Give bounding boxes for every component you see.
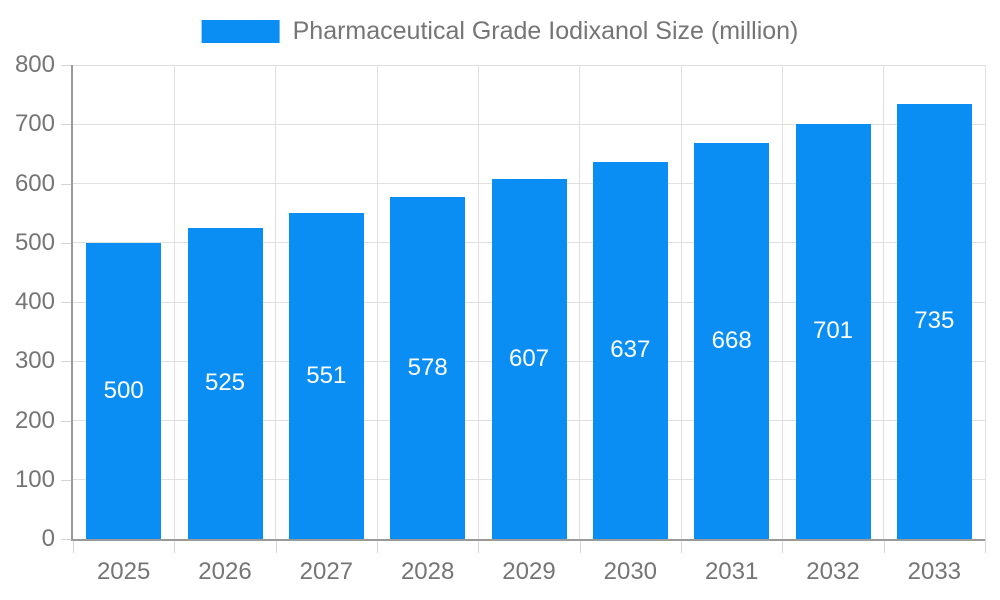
- legend[interactable]: Pharmaceutical Grade Iodixanol Size (mil…: [201, 17, 799, 46]
- y-axis-tick: [61, 302, 73, 303]
- y-tick-label: 200: [14, 406, 55, 434]
- x-axis-tick: [174, 539, 176, 553]
- y-axis-tick: [61, 183, 73, 185]
- y-tick-label: 100: [14, 465, 55, 493]
- gridline-vertical: [781, 65, 783, 539]
- y-tick-label: 300: [14, 347, 55, 375]
- legend-label: Pharmaceutical Grade Iodixanol Size (mil…: [292, 17, 799, 45]
- legend-swatch: [201, 20, 280, 43]
- x-tick-label: 2033: [907, 558, 962, 585]
- gridline-horizontal: [73, 64, 985, 66]
- x-tick-label: 2029: [502, 558, 556, 585]
- bar-value-label: 735: [914, 307, 955, 335]
- x-axis-tick: [883, 539, 885, 553]
- x-tick-label: 2030: [603, 558, 658, 585]
- bar-2025[interactable]: [86, 242, 162, 539]
- x-tick-label: 2031: [704, 558, 759, 585]
- y-axis-tick: [61, 361, 73, 363]
- y-tick-label: 700: [14, 110, 55, 138]
- x-axis-tick: [782, 539, 784, 553]
- bar-value-label: 525: [204, 369, 246, 397]
- bar-2033[interactable]: [896, 103, 972, 539]
- y-tick-label: 500: [14, 228, 55, 256]
- y-axis-line: [71, 65, 73, 541]
- y-axis-tick: [61, 420, 73, 422]
- x-tick-label: 2028: [400, 558, 455, 585]
- y-axis-tick: [61, 65, 73, 66]
- bar-value-label: 551: [306, 361, 347, 389]
- x-axis-tick: [985, 539, 986, 553]
- x-axis-tick: [73, 539, 74, 553]
- bar-2026[interactable]: [187, 227, 263, 539]
- x-axis-tick: [377, 539, 378, 553]
- bar-value-label: 637: [610, 336, 651, 364]
- bar-2028[interactable]: [390, 196, 466, 539]
- y-tick-label: 600: [14, 169, 55, 197]
- bar-2027[interactable]: [288, 212, 364, 539]
- bar-2032[interactable]: [795, 123, 871, 539]
- gridline-vertical: [376, 65, 378, 539]
- gridline-vertical: [883, 65, 885, 539]
- gridline-vertical: [275, 65, 277, 539]
- bar-2031[interactable]: [694, 143, 770, 539]
- y-tick-label: 800: [14, 51, 55, 78]
- gridline-horizontal: [73, 123, 985, 125]
- y-axis-tick: [61, 124, 73, 126]
- y-axis-tick: [61, 539, 73, 540]
- y-axis-tick: [61, 242, 73, 244]
- gridline-vertical: [984, 65, 986, 539]
- bar-2029[interactable]: [491, 179, 567, 539]
- x-tick-label: 2025: [96, 558, 151, 585]
- gridline-vertical: [680, 65, 682, 539]
- bar-2030[interactable]: [592, 161, 668, 539]
- bar-value-label: 701: [812, 317, 854, 345]
- x-axis-tick: [579, 539, 581, 553]
- x-tick-label: 2032: [806, 558, 860, 585]
- gridline-vertical: [579, 65, 581, 539]
- y-axis-tick: [61, 479, 73, 481]
- bar-value-label: 607: [508, 345, 550, 373]
- bar-value-label: 668: [711, 327, 752, 355]
- x-tick-label: 2027: [299, 558, 354, 585]
- x-axis-tick: [681, 539, 682, 553]
- y-tick-label: 400: [14, 288, 55, 315]
- x-axis-line: [71, 539, 985, 541]
- x-axis-tick: [478, 539, 480, 553]
- x-tick-label: 2026: [198, 558, 252, 585]
- bar-value-label: 578: [407, 353, 448, 381]
- y-tick-label: 0: [41, 525, 55, 552]
- gridline-vertical: [477, 65, 479, 539]
- gridline-vertical: [173, 65, 175, 539]
- x-axis-tick: [275, 539, 277, 553]
- bar-value-label: 500: [103, 376, 144, 404]
